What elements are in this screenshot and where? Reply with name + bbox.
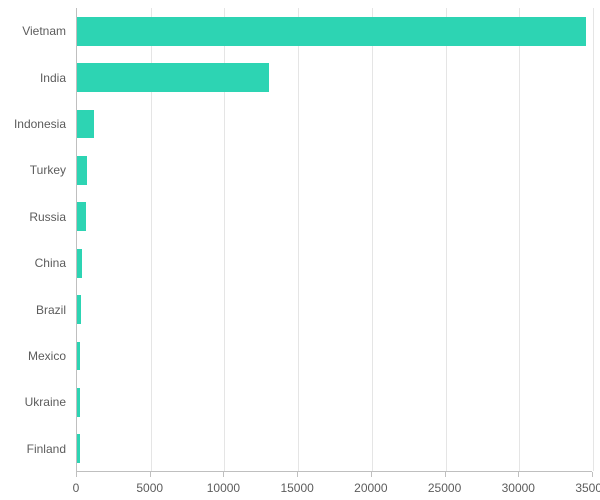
y-axis-label: Finland [0,442,66,456]
y-axis-label: Russia [0,210,66,224]
x-axis-label: 0 [73,481,80,495]
bar [77,17,586,46]
y-axis-label: China [0,256,66,270]
y-axis-label: Indonesia [0,117,66,131]
x-tick [223,472,224,477]
gridline [593,8,594,471]
x-tick [592,472,593,477]
gridline [372,8,373,471]
x-tick [518,472,519,477]
x-axis-label: 25000 [428,481,461,495]
x-axis-label: 5000 [136,481,163,495]
y-axis-label: Brazil [0,303,66,317]
y-axis-label: Ukraine [0,395,66,409]
bar [77,202,86,231]
gridline [446,8,447,471]
x-tick [445,472,446,477]
x-tick [76,472,77,477]
bar [77,388,80,417]
y-axis-label: Mexico [0,349,66,363]
bar [77,249,82,278]
x-axis-label: 15000 [280,481,313,495]
x-axis-label: 35000 [575,481,600,495]
x-axis-label: 20000 [354,481,387,495]
y-axis-label: India [0,71,66,85]
gridline [298,8,299,471]
x-axis-label: 30000 [502,481,535,495]
gridline [519,8,520,471]
x-tick [297,472,298,477]
y-axis-label: Turkey [0,163,66,177]
bar [77,434,80,463]
bar [77,110,94,139]
chart-container: 0 5000 10000 15000 20000 25000 30000 35000 Vietn… [0,0,600,500]
bar [77,342,80,371]
plot-area [76,8,592,472]
y-axis-label: Vietnam [0,24,66,38]
bar [77,156,87,185]
x-tick [150,472,151,477]
bar [77,295,81,324]
bar [77,63,269,92]
x-tick [371,472,372,477]
x-axis-label: 10000 [207,481,240,495]
